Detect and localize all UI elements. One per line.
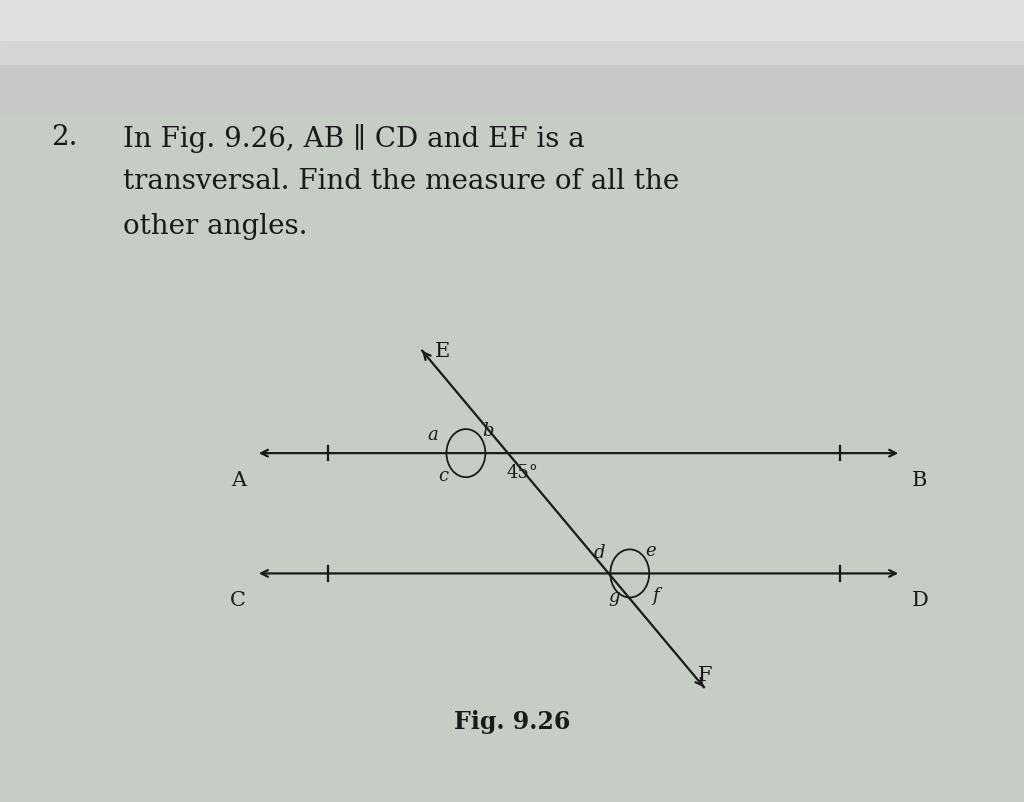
- Text: 2.: 2.: [51, 124, 78, 152]
- Text: c: c: [438, 467, 449, 484]
- Text: In Fig. 9.26, AB ∥ CD and EF is a: In Fig. 9.26, AB ∥ CD and EF is a: [123, 124, 585, 153]
- Text: d: d: [593, 545, 605, 562]
- Text: f: f: [652, 587, 658, 605]
- Text: e: e: [645, 542, 655, 560]
- Bar: [0, 0, 1024, 40]
- Text: Fig. 9.26: Fig. 9.26: [454, 710, 570, 734]
- Text: F: F: [698, 666, 713, 685]
- Text: b: b: [482, 422, 495, 439]
- Bar: [0, 0, 1024, 64]
- Text: transversal. Find the measure of all the: transversal. Find the measure of all the: [123, 168, 679, 196]
- Text: B: B: [911, 471, 927, 490]
- Bar: [0, 0, 1024, 112]
- Text: E: E: [435, 342, 450, 361]
- Text: other angles.: other angles.: [123, 213, 307, 240]
- Text: A: A: [230, 471, 246, 490]
- Text: 45°: 45°: [506, 464, 539, 482]
- Text: D: D: [911, 591, 928, 610]
- Text: g: g: [608, 589, 621, 606]
- Text: a: a: [428, 427, 438, 444]
- Text: C: C: [229, 591, 246, 610]
